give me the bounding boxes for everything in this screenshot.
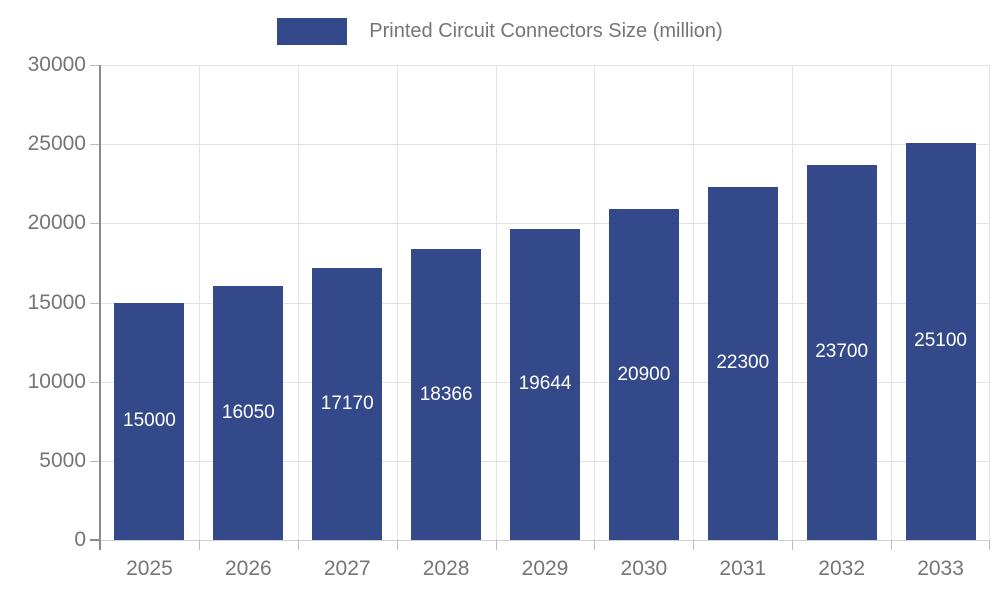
x-tick [891, 540, 893, 550]
x-tick [989, 540, 990, 550]
x-tick [297, 540, 299, 550]
bar-value-label: 20900 [617, 363, 671, 385]
y-tick [90, 144, 100, 146]
y-gridline [100, 65, 990, 66]
x-tick [99, 540, 101, 550]
bar-value-label: 18366 [419, 383, 473, 405]
y-gridline [100, 144, 990, 146]
bar: 19644 [510, 228, 580, 540]
y-tick-label: 20000 [27, 211, 86, 235]
bar: 18366 [411, 249, 482, 540]
x-tick [792, 540, 794, 550]
bar-value-label: 17170 [320, 393, 374, 415]
legend: Printed Circuit Connectors Size (million… [0, 18, 1000, 45]
x-tick-label: 2030 [620, 557, 668, 580]
x-gridline [891, 65, 893, 540]
y-tick [90, 381, 100, 383]
x-tick [495, 540, 497, 550]
x-tick-label: 2031 [719, 557, 767, 580]
x-gridline [792, 65, 794, 540]
bar-value-label: 25100 [914, 330, 967, 352]
bar: 22300 [707, 186, 778, 540]
bar-value-label: 19644 [518, 373, 572, 395]
x-tick [693, 540, 695, 550]
x-tick [396, 540, 398, 550]
x-tick-label: 2026 [224, 557, 272, 580]
x-tick [198, 540, 200, 550]
x-tick-label: 2029 [521, 557, 569, 580]
x-tick-label: 2032 [818, 557, 866, 580]
y-tick [90, 460, 100, 462]
y-gridline [100, 223, 990, 225]
legend-swatch [277, 18, 348, 45]
y-tick [90, 65, 100, 66]
bar: 23700 [806, 164, 877, 540]
y-tick-label: 30000 [27, 53, 86, 76]
y-tick-label: 25000 [27, 132, 86, 156]
x-tick-label: 2033 [917, 557, 964, 580]
y-tick-label: 5000 [39, 448, 86, 472]
y-gridline [100, 540, 990, 541]
bar: 20900 [608, 209, 679, 540]
bar-value-label: 16050 [221, 401, 275, 423]
x-tick-label: 2025 [126, 557, 173, 580]
x-tick [594, 540, 596, 550]
x-gridline [495, 65, 497, 540]
x-gridline [693, 65, 695, 540]
x-tick-label: 2027 [323, 557, 371, 580]
legend-label: Printed Circuit Connectors Size (million… [369, 20, 723, 42]
x-gridline [594, 65, 596, 540]
x-gridline [297, 65, 299, 540]
y-tick-label: 0 [74, 528, 86, 551]
bar: 15000 [114, 302, 185, 540]
plot-area: 0 5000 10000 15000 20000 25000 30000 15000 2025 1… [28, 53, 990, 580]
y-tick-label: 10000 [27, 369, 86, 393]
bar-value-label: 23700 [815, 341, 869, 363]
bar: 17170 [312, 268, 383, 540]
y-tick [90, 539, 100, 541]
x-gridline [396, 65, 398, 540]
bar: 16050 [213, 285, 284, 540]
y-tick-label: 15000 [27, 290, 86, 314]
x-gridline [989, 65, 990, 540]
bar: 25100 [905, 142, 976, 540]
y-tick [90, 223, 100, 225]
bar-value-label: 15000 [123, 410, 176, 432]
x-gridline [198, 65, 200, 540]
x-tick-label: 2028 [422, 557, 470, 580]
y-axis-line [99, 65, 101, 540]
bar-value-label: 22300 [716, 352, 770, 374]
y-tick [90, 302, 100, 304]
